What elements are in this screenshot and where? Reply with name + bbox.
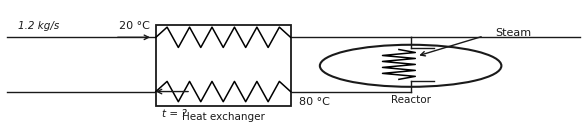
Text: Reactor: Reactor (390, 95, 431, 105)
Circle shape (320, 45, 501, 87)
Text: Steam: Steam (495, 28, 532, 38)
Text: 80 °C: 80 °C (299, 97, 330, 107)
Text: 1.2 kg/s: 1.2 kg/s (18, 21, 59, 31)
Bar (156, 25, 291, 106)
Text: Heat exchanger: Heat exchanger (182, 112, 265, 122)
Text: t = ?: t = ? (162, 109, 187, 119)
Text: 20 °C: 20 °C (119, 21, 150, 31)
